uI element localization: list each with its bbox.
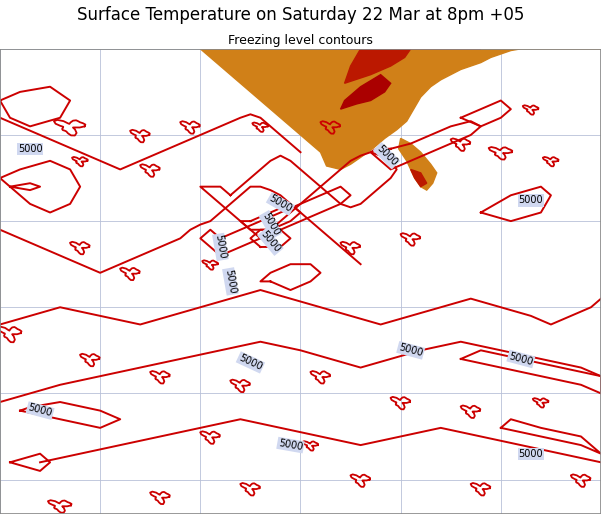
Text: Surface Temperature on Saturday 22 Mar at 8pm +05: Surface Temperature on Saturday 22 Mar a… [77,6,524,24]
Polygon shape [344,49,410,83]
Text: 5000: 5000 [519,195,543,206]
Text: 5000: 5000 [224,268,237,295]
Polygon shape [200,0,601,170]
Text: 5000: 5000 [27,402,53,418]
Text: 5000: 5000 [213,234,227,260]
Text: 5000: 5000 [267,193,294,214]
Polygon shape [398,138,437,190]
Text: 5000: 5000 [278,438,304,452]
Text: 5000: 5000 [508,351,534,367]
Text: 5000: 5000 [397,342,424,358]
Text: 5000: 5000 [374,143,399,168]
Polygon shape [341,75,391,109]
Polygon shape [331,0,481,49]
Text: 5000: 5000 [18,144,42,154]
Text: 5000: 5000 [258,229,282,254]
Text: 5000: 5000 [260,211,281,237]
Text: Freezing level contours: Freezing level contours [228,33,373,47]
Text: 5000: 5000 [519,449,543,458]
Polygon shape [410,170,427,187]
Text: 5000: 5000 [237,353,264,372]
